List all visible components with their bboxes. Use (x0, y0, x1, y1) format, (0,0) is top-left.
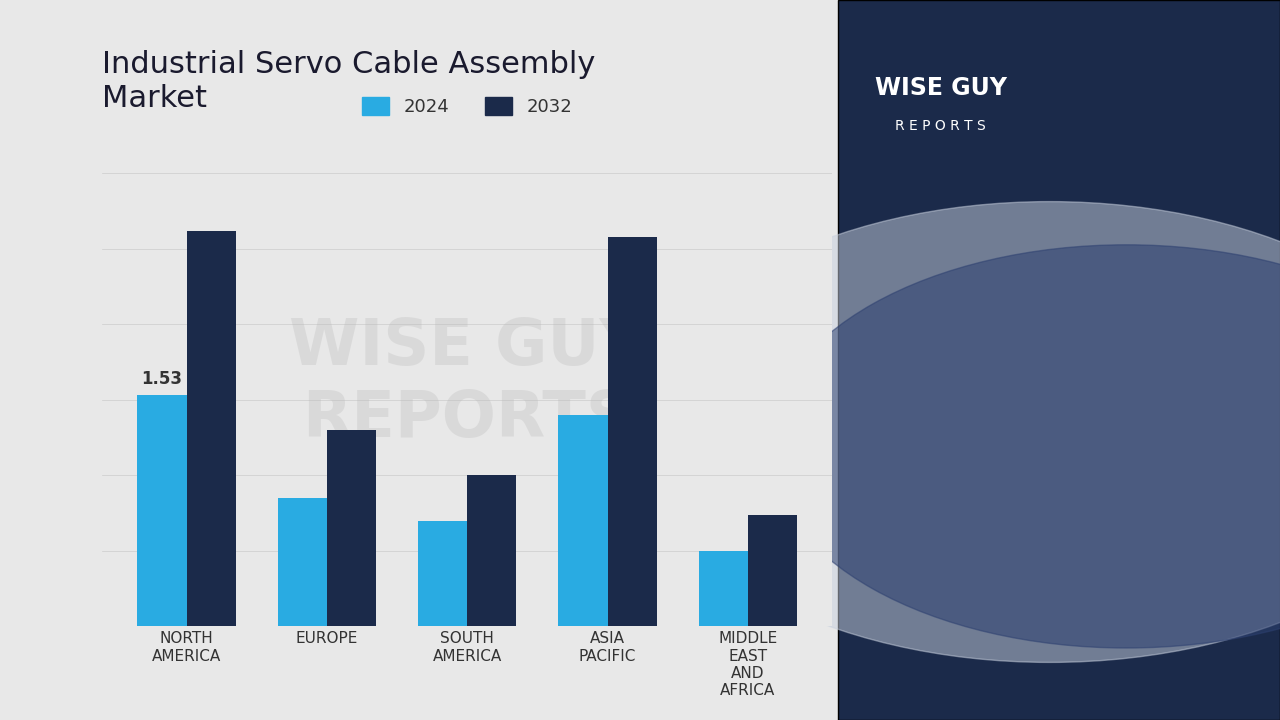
Bar (467, 475, 516, 626)
Text: Industrial Servo Cable Assembly
Market: Industrial Servo Cable Assembly Market (102, 50, 595, 113)
Bar (419, 521, 467, 626)
Bar (558, 415, 608, 626)
Bar (699, 551, 748, 626)
Text: WISE GUY: WISE GUY (874, 76, 1007, 99)
Bar (748, 515, 797, 626)
Text: WISE GUY
REPORTS: WISE GUY REPORTS (289, 316, 645, 450)
Bar (608, 237, 657, 626)
Circle shape (768, 245, 1280, 648)
Text: R E P O R T S: R E P O R T S (896, 119, 986, 132)
Bar (326, 430, 376, 626)
Bar (187, 231, 236, 626)
Bar (278, 498, 326, 626)
Circle shape (640, 202, 1280, 662)
Text: 1.53: 1.53 (142, 370, 183, 388)
FancyBboxPatch shape (838, 0, 1280, 720)
Legend: 2024, 2032: 2024, 2032 (353, 88, 581, 125)
Bar (137, 395, 187, 626)
